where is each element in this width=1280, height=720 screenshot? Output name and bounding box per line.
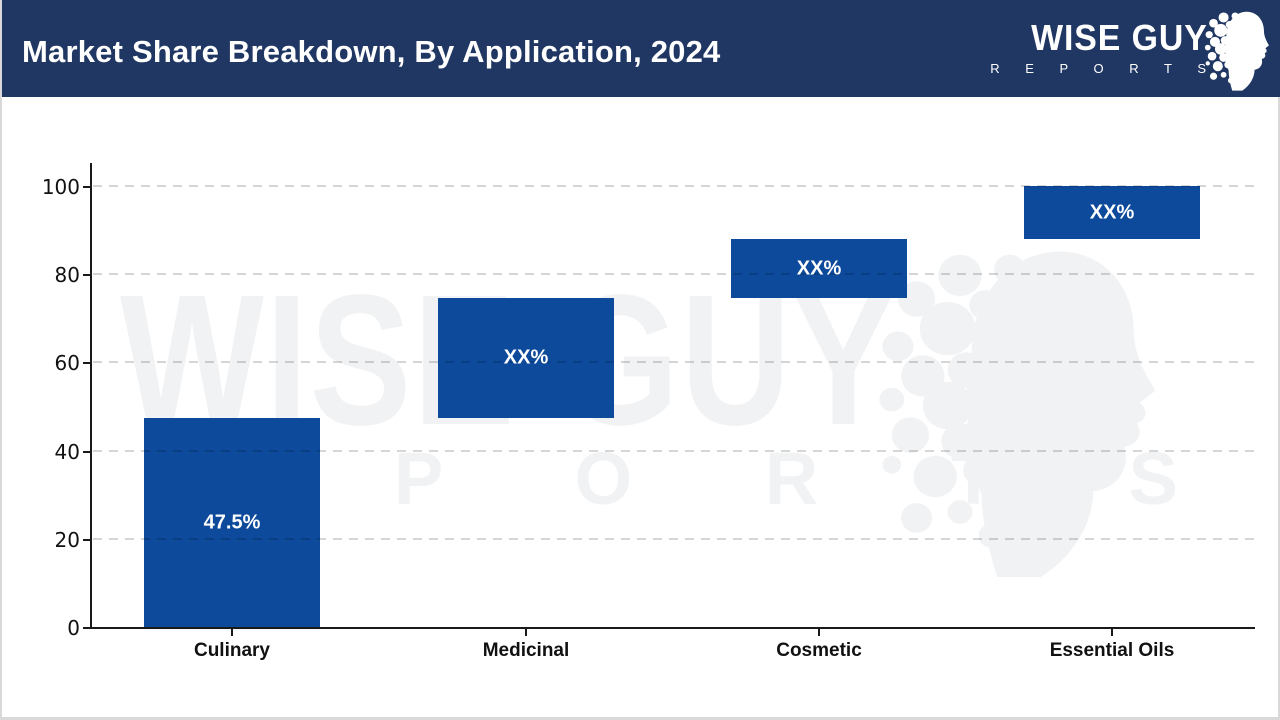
y-tick-label: 60: [54, 351, 80, 375]
x-tick-mark: [818, 629, 820, 636]
watermark-head-icon: [879, 251, 1156, 578]
bar-culinary: [144, 418, 320, 627]
x-tick-mark: [525, 629, 527, 636]
y-tick-label: 80: [54, 263, 80, 287]
bar-value-label: XX%: [1089, 201, 1135, 223]
y-tick-label: 100: [41, 175, 80, 199]
bar-cosmetic: [731, 239, 907, 298]
x-category-label: Cosmetic: [776, 640, 862, 661]
chart-title: Market Share Breakdown, By Application, …: [22, 34, 721, 69]
bar-value-label: XX%: [796, 257, 842, 279]
y-tick-mark: [83, 539, 90, 541]
x-category-label: Medicinal: [482, 640, 570, 661]
y-tick-mark: [83, 451, 90, 453]
x-axis-line: [90, 627, 1255, 629]
x-category-label: Culinary: [193, 640, 271, 661]
y-tick-label: 20: [54, 528, 80, 552]
x-tick-mark: [1111, 629, 1113, 636]
logo-subtitle: R E P O R T S: [990, 61, 1217, 76]
logo-wordmark: WISE GUY: [1031, 17, 1208, 58]
bar-essential-oils: [1024, 186, 1200, 239]
y-axis-line: [90, 163, 92, 629]
wise-guy-reports-logo: WISE GUY R E P O R T S: [990, 0, 1276, 97]
y-tick-label: 40: [54, 440, 80, 464]
y-tick-mark: [83, 186, 90, 188]
bar-value-label: 47.5%: [203, 511, 261, 533]
y-tick-mark: [83, 362, 90, 364]
bar-medicinal: [438, 298, 614, 418]
header-band: Market Share Breakdown, By Application, …: [2, 0, 1280, 97]
logo-head-icon: [1204, 11, 1269, 91]
x-category-label: Essential Oils: [1049, 640, 1175, 661]
y-tick-label: 0: [67, 616, 80, 640]
y-tick-mark: [83, 627, 90, 629]
y-tick-mark: [83, 274, 90, 276]
bar-value-label: XX%: [503, 346, 549, 369]
x-tick-mark: [231, 629, 233, 636]
